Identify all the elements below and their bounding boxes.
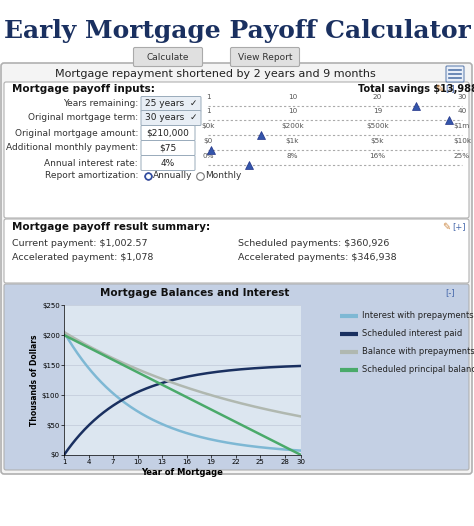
FancyBboxPatch shape (4, 82, 469, 218)
Text: $10k: $10k (453, 138, 471, 144)
Text: Total savings $13,988: Total savings $13,988 (358, 84, 474, 94)
Text: Original mortgage amount:: Original mortgage amount: (15, 128, 138, 137)
FancyBboxPatch shape (141, 126, 195, 140)
Text: View Report: View Report (238, 53, 292, 62)
Text: Early Mortgage Payoff Calculator: Early Mortgage Payoff Calculator (4, 19, 470, 43)
Text: $0: $0 (203, 138, 213, 144)
Text: 1: 1 (206, 108, 210, 114)
Text: Annual interest rate:: Annual interest rate: (45, 158, 138, 167)
FancyBboxPatch shape (446, 66, 464, 82)
FancyBboxPatch shape (134, 47, 202, 66)
Text: ✎: ✎ (435, 84, 443, 94)
FancyBboxPatch shape (141, 110, 201, 126)
Text: Report amortization:: Report amortization: (45, 171, 138, 180)
Text: 0%: 0% (202, 153, 214, 159)
Text: $500k: $500k (366, 123, 389, 129)
Text: Monthly: Monthly (205, 171, 241, 180)
Text: 8%: 8% (287, 153, 298, 159)
Text: [-]: [-] (445, 288, 455, 298)
X-axis label: Year of Mortgage: Year of Mortgage (142, 468, 223, 477)
Text: 25 years  ✓: 25 years ✓ (145, 99, 197, 108)
Text: Interest with prepayments: Interest with prepayments (362, 311, 474, 320)
FancyBboxPatch shape (4, 219, 469, 283)
Text: 25%: 25% (454, 153, 470, 159)
Text: [+]: [+] (452, 222, 465, 231)
Text: 16%: 16% (369, 153, 385, 159)
FancyBboxPatch shape (141, 156, 195, 170)
Text: Years remaining:: Years remaining: (63, 99, 138, 108)
Text: 40: 40 (457, 108, 466, 114)
Text: $75: $75 (159, 144, 177, 153)
Y-axis label: Thousands of Dollars: Thousands of Dollars (30, 335, 39, 426)
Text: 20: 20 (373, 94, 382, 100)
Text: Balance with prepayments: Balance with prepayments (362, 348, 474, 357)
Text: 4%: 4% (161, 158, 175, 167)
Text: Current payment: $1,002.57: Current payment: $1,002.57 (12, 238, 147, 248)
Text: Scheduled interest paid: Scheduled interest paid (362, 329, 462, 339)
FancyBboxPatch shape (1, 63, 472, 474)
Text: $1k: $1k (286, 138, 300, 144)
Text: $210,000: $210,000 (146, 128, 190, 137)
FancyBboxPatch shape (4, 284, 469, 470)
Text: Annually: Annually (153, 171, 192, 180)
Text: 10: 10 (288, 108, 297, 114)
Text: $0k: $0k (201, 123, 215, 129)
FancyBboxPatch shape (141, 140, 195, 156)
Text: $1m: $1m (454, 123, 470, 129)
Text: 30 years  ✓: 30 years ✓ (145, 114, 197, 123)
Text: Mortgage payoff inputs:: Mortgage payoff inputs: (12, 84, 155, 94)
Text: Accelerated payment: $1,078: Accelerated payment: $1,078 (12, 252, 154, 261)
Text: 1: 1 (206, 94, 210, 100)
Text: Mortgage payoff result summary:: Mortgage payoff result summary: (12, 222, 210, 232)
Text: [-]: [-] (445, 85, 455, 94)
Text: Mortgage repayment shortened by 2 years and 9 months: Mortgage repayment shortened by 2 years … (55, 69, 375, 79)
Text: 30: 30 (457, 94, 466, 100)
Text: 10: 10 (288, 94, 297, 100)
Text: 19: 19 (373, 108, 382, 114)
Text: Accelerated payments: $346,938: Accelerated payments: $346,938 (238, 252, 397, 261)
Text: ✎: ✎ (442, 222, 450, 232)
Text: Original mortgage term:: Original mortgage term: (28, 114, 138, 123)
Text: Additional monthly payment:: Additional monthly payment: (6, 144, 138, 153)
FancyBboxPatch shape (141, 96, 201, 112)
FancyBboxPatch shape (230, 47, 300, 66)
Text: Scheduled principal balance: Scheduled principal balance (362, 366, 474, 375)
Text: Scheduled payments: $360,926: Scheduled payments: $360,926 (238, 238, 389, 248)
Text: Mortgage Balances and Interest: Mortgage Balances and Interest (100, 288, 290, 298)
Text: $5k: $5k (371, 138, 384, 144)
Text: Calculate: Calculate (147, 53, 189, 62)
Text: $200k: $200k (281, 123, 304, 129)
